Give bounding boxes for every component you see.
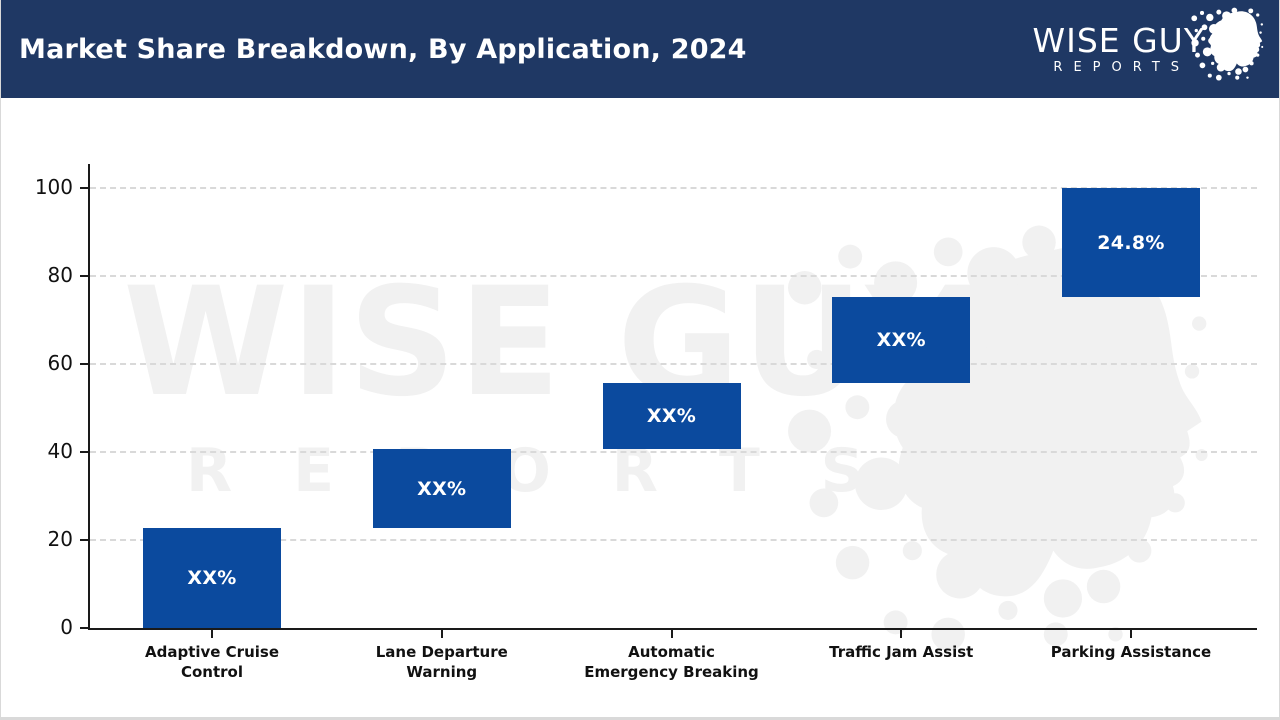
gridline-100	[90, 187, 1257, 189]
bar-3: XX%	[602, 382, 741, 450]
logo-wordmark: WISE GUY REPORTS	[1032, 24, 1205, 74]
x-category-label: Traffic Jam Assist	[829, 643, 974, 661]
bar-2: XX%	[372, 449, 511, 529]
plot-area: 0 20 40 60 80 100 XX% Adaptive Cruise Control XX…	[1, 98, 1279, 717]
header-bar: Market Share Breakdown, By Application, …	[1, 0, 1279, 98]
gridline-80	[90, 275, 1257, 277]
watermark-reports-text: R E P O R T S	[186, 436, 884, 506]
bar-value-label: XX%	[187, 567, 237, 590]
y-tick-label: 20	[47, 527, 73, 551]
gridline-40	[90, 451, 1257, 453]
y-tick-mark	[80, 363, 88, 365]
x-category-label: Automatic Emergency Breaking	[584, 643, 759, 682]
bar-5: 24.8%	[1062, 188, 1200, 298]
bar-4: XX%	[832, 297, 971, 383]
bar-value-label: 24.8%	[1097, 231, 1165, 254]
x-tick-mark	[211, 630, 213, 638]
gridline-20	[90, 539, 1257, 541]
bar-value-label: XX%	[876, 329, 926, 351]
x-tick-mark	[440, 630, 443, 638]
x-tick-mark	[670, 630, 673, 638]
y-tick-label: 40	[47, 439, 73, 463]
y-tick-mark	[80, 275, 88, 277]
y-tick-label: 0	[60, 615, 73, 639]
y-tick-mark	[80, 539, 88, 541]
y-axis-line	[88, 164, 90, 630]
page-title: Market Share Breakdown, By Application, …	[19, 33, 747, 65]
x-tick-mark	[1130, 630, 1132, 638]
logo-wiseguy-label: WISE GUY	[1032, 21, 1205, 60]
y-tick-mark	[80, 627, 88, 629]
x-category-label: Adaptive Cruise Control	[144, 643, 280, 682]
x-axis-line	[88, 628, 1257, 630]
gridline-60	[90, 363, 1257, 365]
bar-value-label: XX%	[646, 405, 697, 428]
logo-reports-label: REPORTS	[1053, 60, 1191, 75]
wise-guy-logo: WISE GUY REPORTS	[1032, 0, 1265, 98]
x-category-label: Parking Assistance	[1050, 643, 1212, 661]
bar-1: XX%	[143, 528, 281, 628]
y-tick-label: 60	[47, 351, 73, 375]
y-tick-label: 80	[47, 263, 73, 287]
y-tick-mark	[80, 187, 88, 189]
y-tick-label: 100	[34, 175, 73, 199]
bar-value-label: XX%	[417, 477, 467, 500]
x-tick-mark	[900, 630, 903, 638]
x-category-label: Lane Departure Warning	[375, 643, 508, 682]
chart-area: WISE GUY R E P O R T S 0 20 40 60 80 100 XX% Ad…	[1, 98, 1279, 717]
y-tick-mark	[80, 451, 88, 453]
